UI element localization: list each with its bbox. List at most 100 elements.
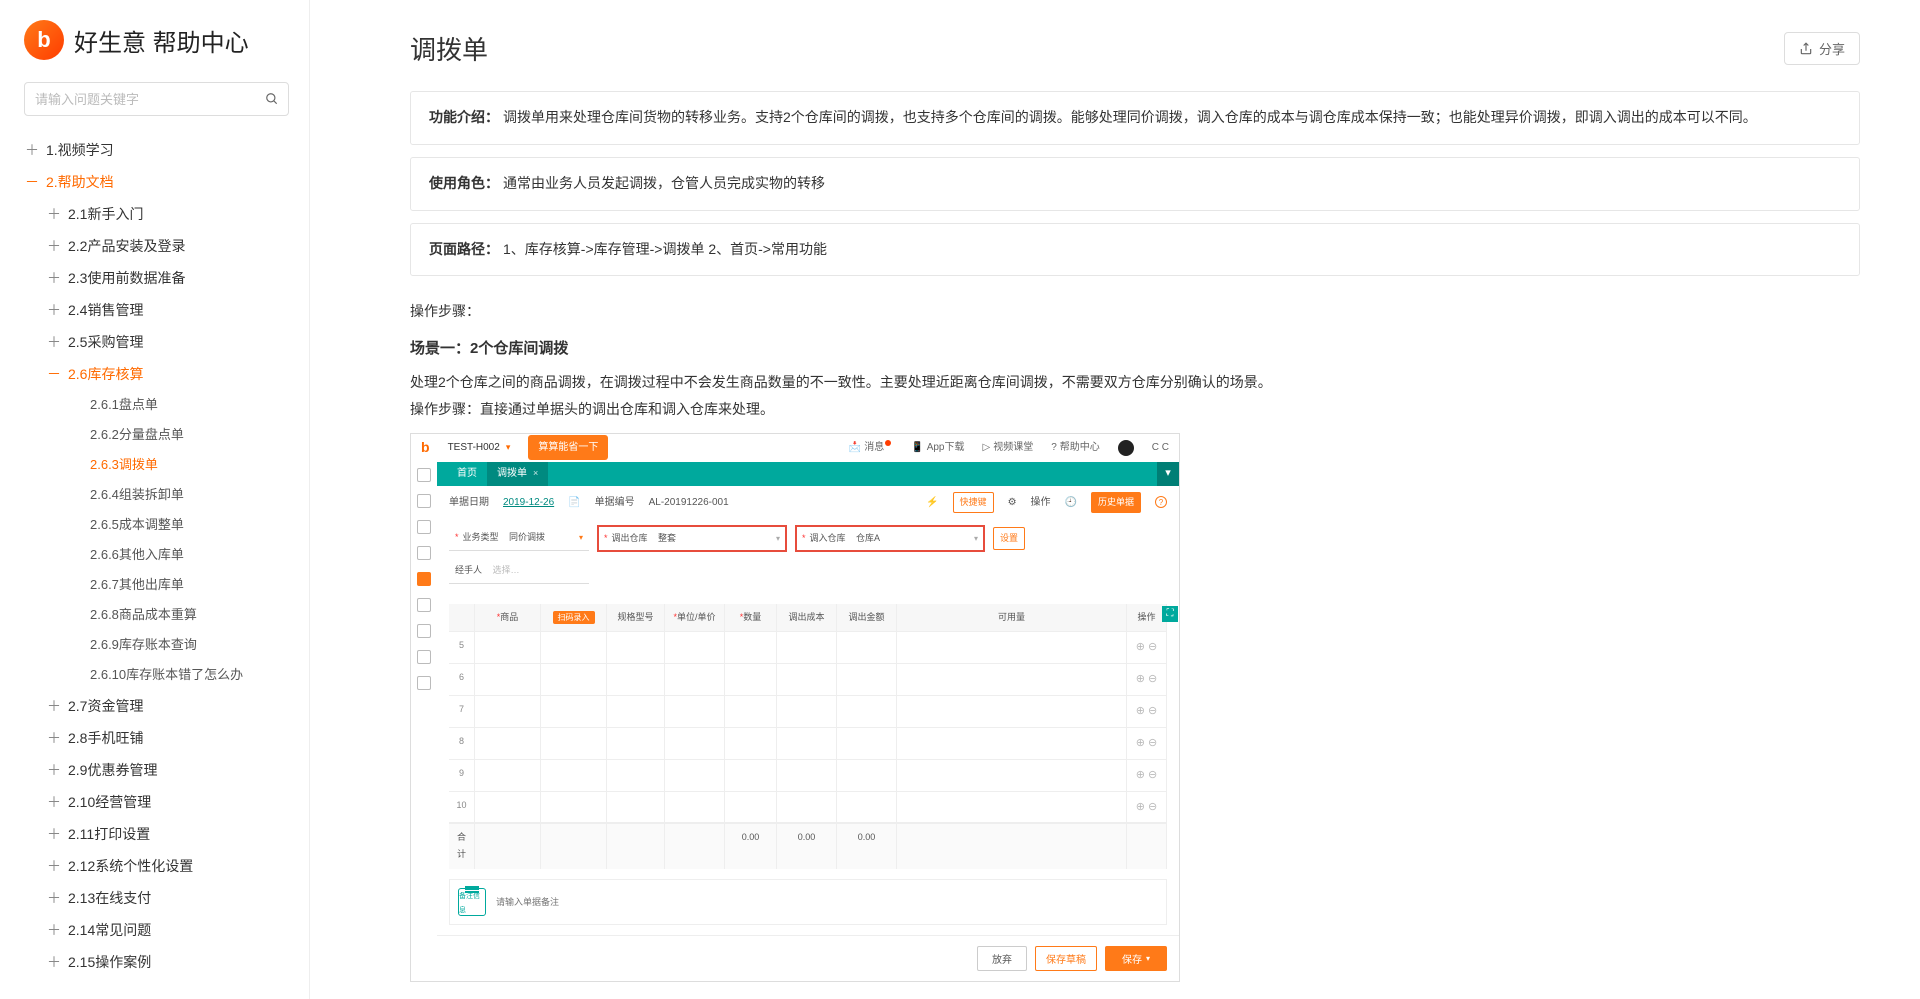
sum-val: 0.00 [837, 823, 897, 868]
nav-item-2[interactable]: ＋ 2.3使用前数据准备 [46, 262, 309, 294]
nav-item-7[interactable]: ＋ 2.8手机旺铺 [46, 722, 309, 754]
grid-sum-label: 合计 [449, 823, 475, 868]
nav-item-14[interactable]: ＋ 2.15操作案例 [46, 946, 309, 978]
grid-col: 可用量 [897, 604, 1127, 632]
nav-label: 2.15操作案例 [68, 946, 151, 978]
brand-title: 好生意 帮助中心 [74, 23, 249, 58]
share-label: 分享 [1819, 39, 1845, 58]
mock-draft-button: 保存草稿 [1035, 946, 1097, 971]
nav-label: 2.6库存核算 [68, 358, 143, 390]
nav-label: 2.6.8商品成本重算 [90, 600, 197, 630]
intro-box: 功能介绍：调拨单用来处理仓库间货物的转移业务。支持2个仓库间的调拨，也支持多个仓… [410, 91, 1860, 145]
mock-tabs: 首页 调拨单× ▾ [437, 462, 1179, 486]
search-box[interactable] [24, 82, 289, 116]
rail-icon [417, 676, 431, 690]
expand-icon: ⛶ [1162, 606, 1178, 622]
share-button[interactable]: 分享 [1784, 32, 1860, 65]
nav-label: 2.13在线支付 [68, 882, 151, 914]
grid-col: 调出成本 [777, 604, 837, 632]
nav-item-3[interactable]: ＋ 2.4销售管理 [46, 294, 309, 326]
mock-act: 设置 [993, 527, 1025, 550]
nav-leaf-4[interactable]: 2.6.5成本调整单 [90, 510, 309, 540]
grid-row: 8⊕ ⊖ [449, 728, 1167, 760]
mock-save-button: 保存▾ [1105, 946, 1167, 971]
search-icon [265, 92, 279, 106]
plus-icon: ＋ [46, 238, 62, 254]
nav-label: 2.6.10库存账本错了怎么办 [90, 660, 243, 690]
scene1-p2: 操作步骤：直接通过单据头的调出仓库和调入仓库来处理。 [410, 396, 1860, 423]
nav-leaf-6[interactable]: 2.6.7其他出库单 [90, 570, 309, 600]
mock-video-link: ▷视频课堂 [983, 438, 1034, 457]
minus-icon: － [46, 366, 62, 382]
role-text: 通常由业务人员发起调拨，仓管人员完成实物的转移 [503, 175, 825, 191]
mock-user: C C [1152, 438, 1169, 457]
mock-logo-icon: b [421, 434, 430, 461]
plus-icon: ＋ [46, 922, 62, 938]
brand: b 好生意 帮助中心 [24, 20, 309, 60]
nav-item-6[interactable]: ＋ 2.7资金管理 [46, 690, 309, 722]
grid-row: 9⊕ ⊖ [449, 760, 1167, 792]
mock-note-input [496, 897, 1158, 907]
plus-icon: ＋ [46, 858, 62, 874]
nav-item-13[interactable]: ＋ 2.14常见问题 [46, 914, 309, 946]
nav-item-helpdoc[interactable]: － 2.帮助文档 [24, 166, 309, 198]
nav-label: 2.11打印设置 [68, 818, 150, 850]
page-title: 调拨单 [410, 30, 488, 67]
nav-item-11[interactable]: ＋ 2.12系统个性化设置 [46, 850, 309, 882]
mock-hist: 历史单据 [1091, 492, 1141, 513]
nav-item-5[interactable]: － 2.6库存核算 [46, 358, 309, 390]
nav-tree: ＋ 1.视频学习 － 2.帮助文档 ＋ 2.1新手入门 ＋ 2.2产品安装及登录… [24, 134, 309, 978]
steps-label: 操作步骤： [410, 298, 1860, 325]
role-label: 使用角色： [429, 175, 499, 191]
mock-foot: 放弃 保存草稿 保存▾ [437, 935, 1179, 981]
grid-row: 6⊕ ⊖ [449, 664, 1167, 696]
nav-leaf-9[interactable]: 2.6.10库存账本错了怎么办 [90, 660, 309, 690]
search-input[interactable] [24, 82, 289, 116]
role-box: 使用角色：通常由业务人员发起调拨，仓管人员完成实物的转移 [410, 157, 1860, 211]
plus-icon: ＋ [46, 698, 62, 714]
mock-tab-home: 首页 [447, 462, 487, 486]
nav-label: 2.6.3调拨单 [90, 450, 158, 480]
grid-row: 10⊕ ⊖ [449, 792, 1167, 824]
plus-icon: ＋ [46, 890, 62, 906]
rail-icon [417, 468, 431, 482]
mock-no-val: AL-20191226-001 [649, 493, 729, 512]
plus-icon: ＋ [46, 954, 62, 970]
nav-leaf-5[interactable]: 2.6.6其他入库单 [90, 540, 309, 570]
nav-item-0[interactable]: ＋ 2.1新手入门 [46, 198, 309, 230]
intro-label: 功能介绍： [429, 109, 499, 125]
nav-item-12[interactable]: ＋ 2.13在线支付 [46, 882, 309, 914]
mock-tab-more-icon: ▾ [1157, 462, 1179, 486]
plus-icon: ＋ [46, 794, 62, 810]
nav-item-video[interactable]: ＋ 1.视频学习 [24, 134, 309, 166]
nav-leaf-7[interactable]: 2.6.8商品成本重算 [90, 600, 309, 630]
nav-label: 2.6.4组装拆卸单 [90, 480, 184, 510]
nav-item-9[interactable]: ＋ 2.10经营管理 [46, 786, 309, 818]
nav-item-8[interactable]: ＋ 2.9优惠券管理 [46, 754, 309, 786]
sidebar: b 好生意 帮助中心 ＋ 1.视频学习 － 2.帮助文档 ＋ 2.1新手入门 ＋… [0, 0, 310, 999]
path-text: 1、库存核算->库存管理->调拨单 2、首页->常用功能 [503, 241, 827, 257]
nav-leaf-2[interactable]: 2.6.3调拨单 [90, 450, 309, 480]
avatar-icon [1118, 440, 1134, 456]
nav-label: 2.7资金管理 [68, 690, 143, 722]
help-icon: ? [1155, 496, 1167, 508]
mock-biztype-field: *业务类型 同价调拨▾ [449, 525, 589, 551]
grid-col: 操作⛶ [1127, 604, 1167, 632]
grid-row: 5⊕ ⊖ [449, 632, 1167, 664]
plus-icon: ＋ [46, 206, 62, 222]
grid-col: *单位/单价 [665, 604, 725, 632]
plus-icon: ＋ [46, 730, 62, 746]
plus-icon: ＋ [46, 762, 62, 778]
nav-item-1[interactable]: ＋ 2.2产品安装及登录 [46, 230, 309, 262]
grid-col: 规格型号 [607, 604, 665, 632]
grid-col: *数量 [725, 604, 777, 632]
brand-logo-icon: b [24, 20, 64, 60]
nav-item-4[interactable]: ＋ 2.5采购管理 [46, 326, 309, 358]
mock-quick: 快捷键 [953, 492, 994, 513]
nav-item-10[interactable]: ＋ 2.11打印设置 [46, 818, 309, 850]
nav-leaf-8[interactable]: 2.6.9库存账本查询 [90, 630, 309, 660]
nav-leaf-1[interactable]: 2.6.2分量盘点单 [90, 420, 309, 450]
mock-op: 操作 [1031, 493, 1051, 512]
nav-leaf-3[interactable]: 2.6.4组装拆卸单 [90, 480, 309, 510]
nav-leaf-0[interactable]: 2.6.1盘点单 [90, 390, 309, 420]
